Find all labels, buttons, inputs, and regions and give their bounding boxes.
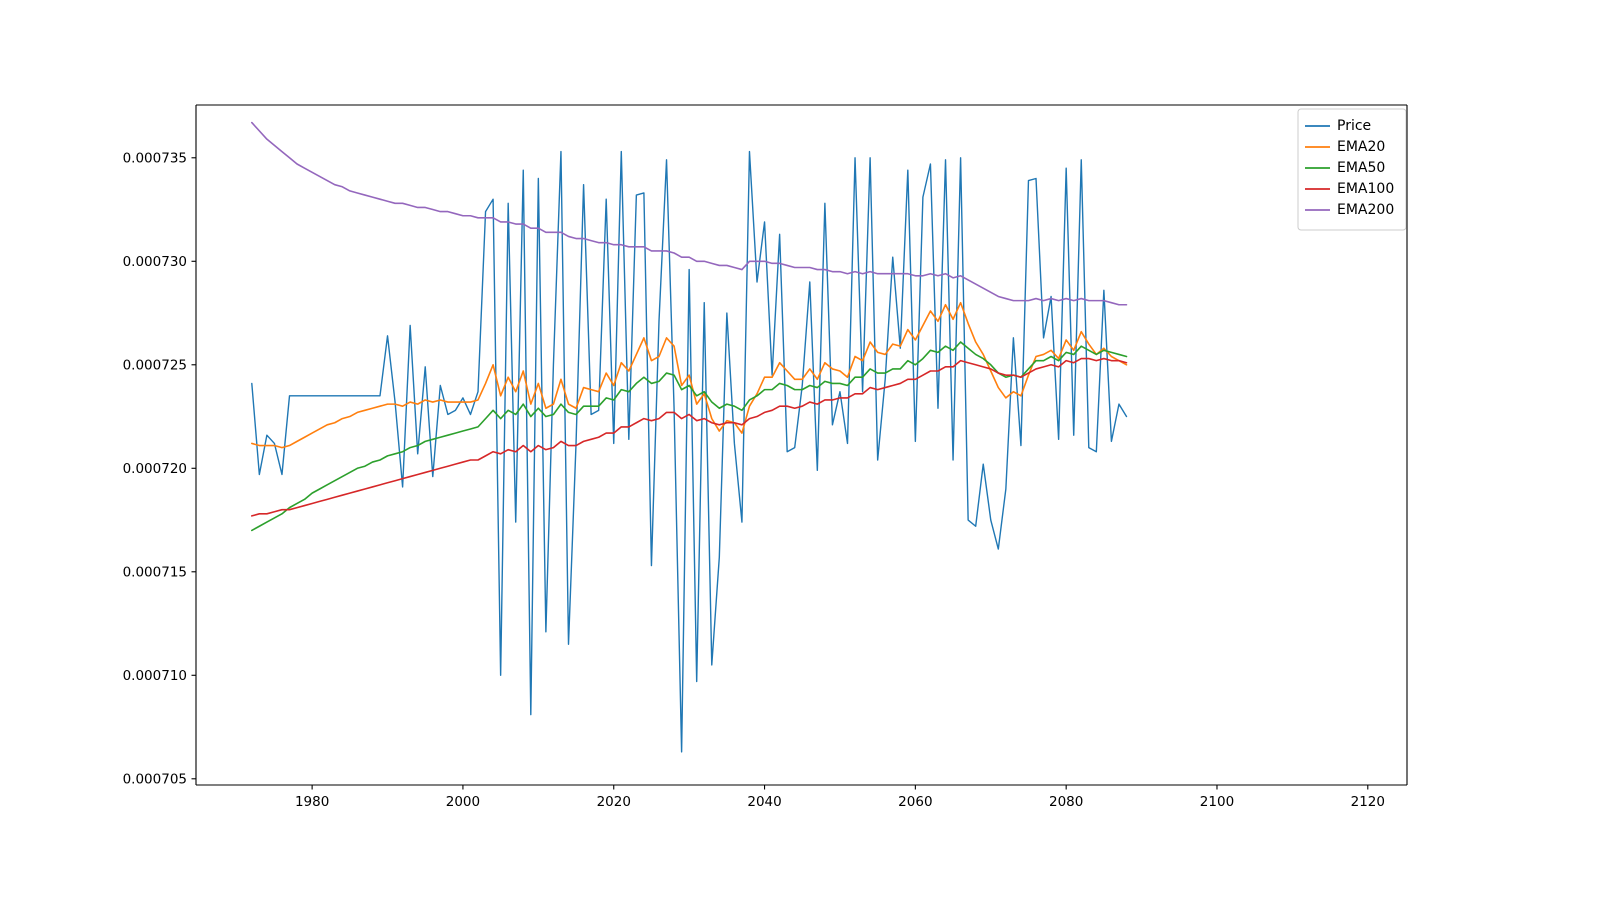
series-line-ema100 <box>251 357 1128 517</box>
y-tick-label: 0.000735 <box>123 151 187 167</box>
x-tick-label: 2080 <box>1049 794 1083 810</box>
legend-label-ema200: EMA200 <box>1337 202 1394 218</box>
x-tick-label: 2000 <box>446 794 480 810</box>
y-tick-label: 0.000710 <box>123 668 187 684</box>
y-tick-label: 0.000730 <box>123 254 187 270</box>
y-tick-label: 0.000720 <box>123 461 187 477</box>
legend-box <box>1297 108 1407 231</box>
series-line-ema50 <box>251 341 1128 532</box>
axes-background <box>196 105 1407 785</box>
y-tick-label: 0.000705 <box>123 772 187 788</box>
x-tick-label: 2020 <box>597 794 631 810</box>
x-tick-label: 2120 <box>1351 794 1385 810</box>
x-tick-label: 2060 <box>898 794 932 810</box>
legend-label-ema100: EMA100 <box>1337 181 1394 197</box>
x-tick-label: 2100 <box>1200 794 1234 810</box>
legend-label-ema20: EMA20 <box>1337 139 1385 155</box>
x-tick-label: 1980 <box>295 794 329 810</box>
series-line-ema200 <box>251 121 1128 306</box>
x-tick-label: 2040 <box>747 794 781 810</box>
legend-label-ema50: EMA50 <box>1337 160 1385 176</box>
series-line-price <box>251 150 1128 753</box>
y-tick-label: 0.000715 <box>123 565 187 581</box>
y-tick-label: 0.000725 <box>123 358 187 374</box>
series-line-ema20 <box>251 301 1128 449</box>
legend-label-price: Price <box>1337 118 1371 134</box>
